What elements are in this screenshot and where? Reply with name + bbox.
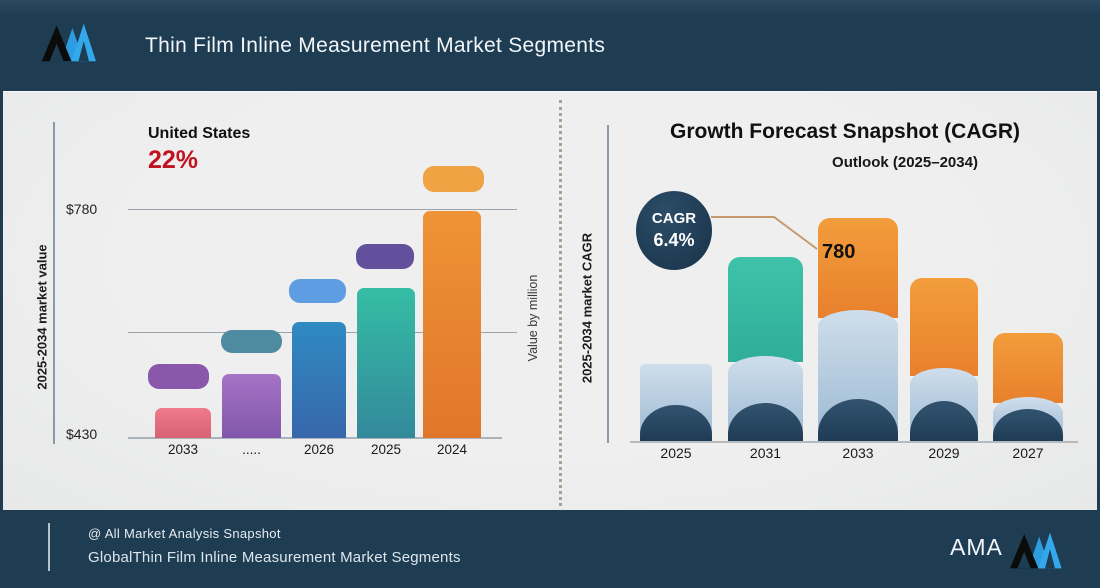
bar-2026 bbox=[292, 322, 346, 438]
bar-2024 bbox=[423, 211, 481, 438]
bar-segment-2031-teal2 bbox=[728, 257, 803, 362]
cagr-badge: CAGR 6.4% bbox=[636, 191, 712, 270]
footer-report-name: GlobalThin Film Inline Measurement Marke… bbox=[88, 549, 461, 566]
bar-value-annotation: 780 bbox=[822, 241, 856, 263]
x-label-2025: 2025 bbox=[660, 445, 692, 461]
bar-segment-2033-orange2 bbox=[818, 218, 898, 318]
left-chart-tick-430: $430 bbox=[66, 426, 98, 442]
right-chart-y-axis-label: 2025-2034 market CAGR bbox=[579, 232, 595, 384]
x-label-2031: 2031 bbox=[749, 445, 782, 461]
right-chart-y-axis bbox=[607, 125, 609, 443]
bar-..... bbox=[222, 374, 281, 438]
ama-logo-icon bbox=[1010, 532, 1062, 569]
page-title: Thin Film Inline Measurement Market Segm… bbox=[145, 33, 606, 57]
x-label-2033: 2033 bbox=[167, 442, 199, 457]
left-chart-y-axis bbox=[53, 122, 55, 444]
bar-2033 bbox=[155, 408, 211, 438]
cagr-badge-label: CAGR bbox=[651, 209, 697, 227]
footer-brand-text: AMA bbox=[950, 534, 1003, 560]
left-chart-baseline bbox=[128, 437, 502, 439]
x-label-2025: 2025 bbox=[370, 442, 402, 457]
bar-cap-2024 bbox=[423, 166, 484, 192]
footer-tagline: @ All Market Analysis Snapshot bbox=[88, 526, 281, 541]
right-chart-baseline bbox=[630, 441, 1078, 443]
left-chart-tick-780: $780 bbox=[66, 201, 98, 217]
cagr-badge-value: 6.4% bbox=[653, 229, 695, 250]
x-label-2033: 2033 bbox=[842, 445, 874, 461]
x-label-2024: 2024 bbox=[436, 442, 468, 457]
left-chart-percent-value: 22% bbox=[148, 146, 199, 174]
footer-divider bbox=[48, 523, 50, 571]
header: Thin Film Inline Measurement Market Segm… bbox=[0, 0, 1100, 91]
bar-cap-2033 bbox=[148, 364, 209, 389]
bar-cap-2026 bbox=[289, 279, 346, 303]
x-label-2027: 2027 bbox=[1012, 445, 1044, 461]
bar-cap-..... bbox=[221, 330, 282, 353]
left-chart-y-axis-label: 2025-2034 market value bbox=[34, 244, 50, 390]
left-chart-right-axis-label: Value by million bbox=[526, 274, 540, 362]
x-label-2026: 2026 bbox=[303, 442, 335, 457]
section-divider bbox=[559, 100, 562, 506]
x-label-2029: 2029 bbox=[928, 445, 960, 461]
bar-2025 bbox=[357, 288, 415, 438]
right-chart-subtitle: Outlook (2025–2034) bbox=[832, 154, 978, 171]
footer: @ All Market Analysis Snapshot GlobalThi… bbox=[0, 510, 1100, 588]
x-label-.....: ..... bbox=[242, 442, 261, 457]
left-chart-country-label: United States bbox=[148, 125, 251, 142]
bar-segment-2029-orange2 bbox=[910, 278, 978, 376]
bar-segment-2027-orange2 bbox=[993, 333, 1063, 403]
left-chart-gridline-780 bbox=[128, 209, 517, 210]
ama-logo-icon bbox=[41, 23, 96, 62]
right-chart-title: Growth Forecast Snapshot (CAGR) bbox=[669, 120, 1021, 143]
bar-cap-2025 bbox=[356, 244, 414, 269]
